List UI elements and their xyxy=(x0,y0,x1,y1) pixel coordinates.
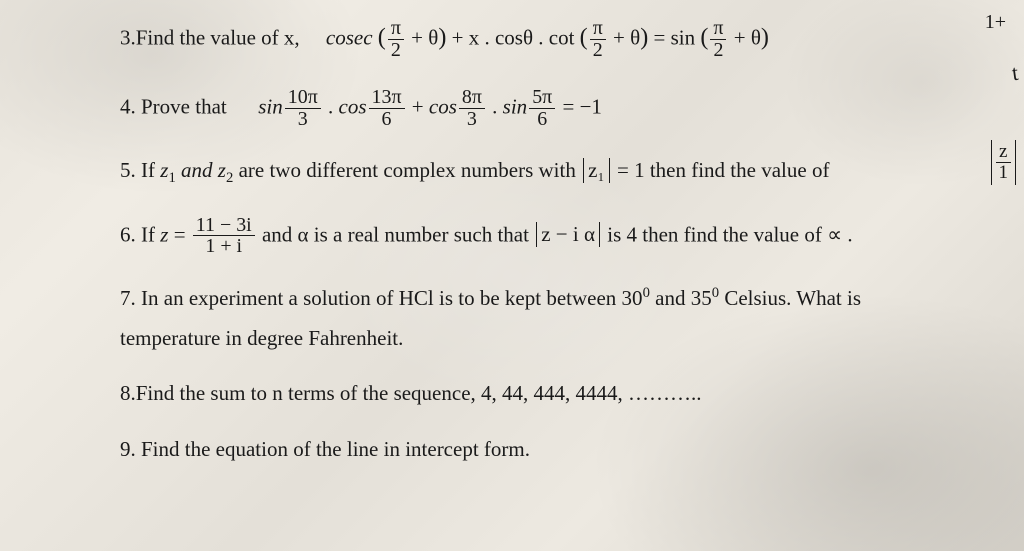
q5-a: 5. If xyxy=(120,158,160,182)
q4-f4: 5π6 xyxy=(529,87,555,130)
q5-abs: z₁ xyxy=(583,158,610,183)
edge-annotation: t xyxy=(1010,58,1020,89)
q5-s1: 1 xyxy=(168,170,175,186)
question-3: 3.Find the value of x, cosec (π2 + θ) + … xyxy=(120,18,1004,61)
q4-sin1: sin xyxy=(258,94,283,118)
q7-deg1: 0 xyxy=(643,285,650,301)
q3-th3: + θ xyxy=(734,25,761,49)
worksheet-page: 1+ t 3.Find the value of x, cosec (π2 + … xyxy=(0,0,1024,510)
q6-a: 6. If xyxy=(120,222,160,246)
question-8: 8.Find the sum to n terms of the sequenc… xyxy=(120,379,1004,408)
q4-f1: 10π3 xyxy=(285,87,321,130)
q4-dot1: . xyxy=(328,94,333,118)
q3-th1: + θ xyxy=(411,25,438,49)
q3-lp1: ( xyxy=(378,23,386,50)
q3-lp3: ( xyxy=(700,23,708,50)
q3-rp3: ) xyxy=(761,23,769,50)
q6-abs: z − i α xyxy=(536,222,600,247)
q3-rp2: ) xyxy=(640,23,648,50)
q3-cosec: cosec xyxy=(326,25,373,49)
q6-c: is 4 then find the value of ∝ . xyxy=(607,222,852,246)
q5-eq1: = 1 then find the value of xyxy=(617,158,829,182)
q3-frac3: π2 xyxy=(710,18,726,61)
q3-eqmid: = sin xyxy=(654,25,696,49)
q6-eq: = xyxy=(174,222,191,246)
q5-b: are two different complex numbers with xyxy=(239,158,582,182)
q5-s2: 2 xyxy=(226,170,233,186)
q3-rp1: ) xyxy=(438,23,446,50)
q3-lead: 3.Find the value of x, xyxy=(120,25,300,49)
corner-mark: 1+ xyxy=(985,8,1006,36)
q7-l1b: and 35 xyxy=(655,286,712,310)
q3-lp2: ( xyxy=(580,23,588,50)
q7-line1: 7. In an experiment a solution of HCl is… xyxy=(120,283,1004,313)
q3-mid1: + x . cosθ . cot xyxy=(452,25,575,49)
question-5: 5. If z1 and z2 are two different comple… xyxy=(120,156,1004,189)
q5-and: and xyxy=(181,158,218,182)
q4-sin2: sin xyxy=(503,94,528,118)
q7-line2: temperature in degree Fahrenheit. xyxy=(120,324,1004,353)
q6-z: z xyxy=(160,222,168,246)
question-4: 4. Prove that sin10π3 . cos13π6 + cos8π3… xyxy=(120,87,1004,130)
q7-l1c: Celsius. What is xyxy=(724,286,861,310)
q4-dot2: . xyxy=(492,94,497,118)
q7-deg2: 0 xyxy=(712,285,719,301)
q4-lead: 4. Prove that xyxy=(120,94,227,118)
q7-l1a: 7. In an experiment a solution of HCl is… xyxy=(120,286,643,310)
q4-cos2: cos xyxy=(429,94,457,118)
q4-f2: 13π6 xyxy=(369,87,405,130)
q3-frac2: π2 xyxy=(590,18,606,61)
q4-plus: + xyxy=(412,94,429,118)
q3-th2: + θ xyxy=(613,25,640,49)
q4-cos1: cos xyxy=(339,94,367,118)
q4-tail: = −1 xyxy=(562,94,601,118)
q4-f3: 8π3 xyxy=(459,87,485,130)
q6-frac: 11 − 3i 1 + i xyxy=(193,215,255,258)
q6-b: and α is a real number such that xyxy=(262,222,534,246)
q3-frac1: π2 xyxy=(388,18,404,61)
question-9: 9. Find the equation of the line in inte… xyxy=(120,435,1004,464)
q5-trail-frac: z 1 xyxy=(989,140,1019,185)
question-7: 7. In an experiment a solution of HCl is… xyxy=(120,283,1004,353)
question-6: 6. If z = 11 − 3i 1 + i and α is a real … xyxy=(120,215,1004,258)
q5-z2: z xyxy=(218,158,226,182)
